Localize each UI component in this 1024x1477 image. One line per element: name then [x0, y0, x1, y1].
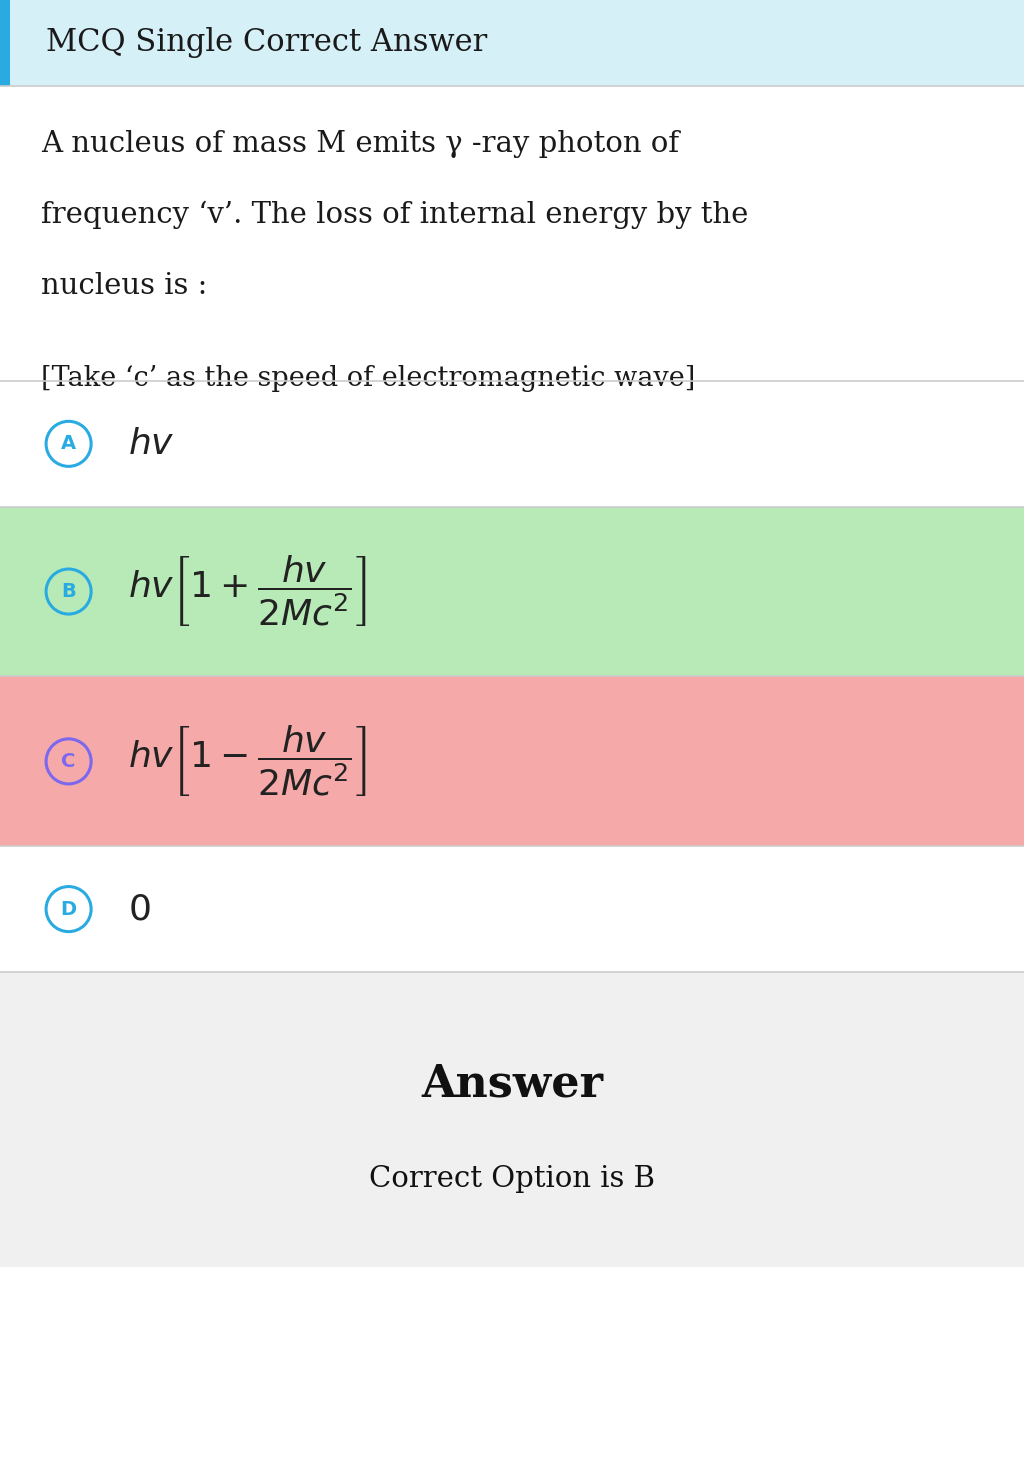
Text: Correct Option is B: Correct Option is B — [369, 1165, 655, 1192]
Bar — [0, 846, 1024, 972]
Text: frequency ‘v’. The loss of internal energy by the: frequency ‘v’. The loss of internal ener… — [41, 201, 749, 229]
Bar — [0, 507, 1024, 676]
Text: nucleus is :: nucleus is : — [41, 272, 207, 300]
Bar — [0, 381, 1024, 507]
Text: B: B — [61, 582, 76, 601]
Bar — [0, 972, 1024, 1267]
Text: $hv$: $hv$ — [128, 427, 175, 461]
Text: $hv\left[1 + \dfrac{hv}{2Mc^2}\right]$: $hv\left[1 + \dfrac{hv}{2Mc^2}\right]$ — [128, 554, 367, 629]
Bar — [0, 0, 10, 86]
Text: [Take ‘c’ as the speed of electromagnetic wave]: [Take ‘c’ as the speed of electromagneti… — [41, 365, 695, 391]
Text: A nucleus of mass M emits γ -ray photon of: A nucleus of mass M emits γ -ray photon … — [41, 130, 679, 158]
Text: Answer: Answer — [421, 1062, 603, 1106]
Text: $hv\left[1 - \dfrac{hv}{2Mc^2}\right]$: $hv\left[1 - \dfrac{hv}{2Mc^2}\right]$ — [128, 724, 367, 799]
Bar — [0, 1267, 1024, 1477]
Bar — [0, 86, 1024, 381]
Bar — [0, 676, 1024, 846]
Text: $0$: $0$ — [128, 892, 151, 926]
Bar — [0, 0, 1024, 86]
Text: MCQ Single Correct Answer: MCQ Single Correct Answer — [46, 28, 487, 58]
Text: C: C — [61, 752, 76, 771]
Text: D: D — [60, 899, 77, 919]
Text: A: A — [61, 434, 76, 453]
